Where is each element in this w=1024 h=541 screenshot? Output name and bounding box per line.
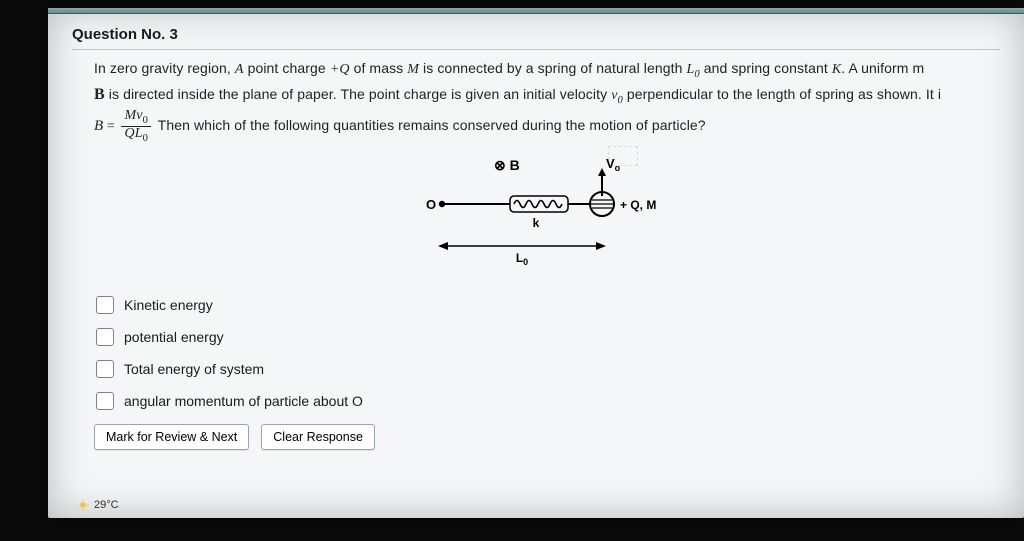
taskbar-weather: 29°C xyxy=(76,498,119,512)
q-line2-part-b: perpendicular to the length of spring as… xyxy=(623,86,941,102)
checkbox-icon[interactable] xyxy=(96,392,114,410)
question-text: In zero gravity region, A point charge +… xyxy=(72,54,1000,144)
q-line3-part-a: Then which of the following quantities r… xyxy=(154,117,706,133)
option-kinetic[interactable]: Kinetic energy xyxy=(96,296,1000,314)
option-label: angular momentum of particle about O xyxy=(124,393,363,409)
option-angular-momentum[interactable]: angular momentum of particle about O xyxy=(96,392,1000,410)
option-label: Total energy of system xyxy=(124,361,264,377)
diag-L0-arrow-left xyxy=(438,242,448,250)
sym-M: M xyxy=(407,62,419,77)
button-row: Mark for Review & Next Clear Response xyxy=(94,424,1000,450)
option-label: potential energy xyxy=(124,329,224,345)
frac-den-Q: Q xyxy=(124,126,134,141)
q-line1-part-e: and spring constant xyxy=(700,60,832,76)
checkbox-icon[interactable] xyxy=(96,360,114,378)
sym-L0: L0 xyxy=(687,62,700,77)
checkbox-icon[interactable] xyxy=(96,296,114,314)
window-topbar xyxy=(48,8,1024,14)
q-line1-part-d: is connected by a spring of natural leng… xyxy=(419,60,686,76)
eq-frac-den: QL0 xyxy=(121,127,150,144)
sym-K: K xyxy=(832,62,841,77)
mark-review-next-button[interactable]: Mark for Review & Next xyxy=(94,424,249,450)
eq-lhs: B xyxy=(94,118,103,134)
diag-spring-box xyxy=(510,196,568,212)
diag-velocity-arrow-head xyxy=(598,168,606,176)
taskbar-temp: 29°C xyxy=(94,499,119,511)
frac-num-sub: 0 xyxy=(143,115,148,126)
sym-v0: v0 xyxy=(611,88,623,103)
q-line1-part-a: In zero gravity region, xyxy=(94,60,235,76)
sym-A: A xyxy=(235,62,244,77)
sym-plusQ: +Q xyxy=(330,62,350,77)
diag-spring-coils xyxy=(514,200,562,207)
q-line1-part-c: of mass xyxy=(350,60,408,76)
weather-icon xyxy=(76,498,90,512)
q-line1-part-b: point charge xyxy=(244,60,330,76)
question-header: Question No. 3 xyxy=(72,26,1000,50)
checkbox-icon[interactable] xyxy=(96,328,114,346)
exam-screen: Question No. 3 In zero gravity region, A… xyxy=(48,8,1024,518)
diag-k-label: k xyxy=(533,216,540,230)
diagram-container: ⊗ B Vo O k + Q, M xyxy=(72,154,1000,274)
q-line1-part-f: . A uniform m xyxy=(841,60,924,76)
options-list: Kinetic energy potential energy Total en… xyxy=(96,296,1000,410)
clear-response-button[interactable]: Clear Response xyxy=(261,424,375,450)
eq-eq: = xyxy=(103,119,118,134)
option-potential[interactable]: potential energy xyxy=(96,328,1000,346)
option-total-energy[interactable]: Total energy of system xyxy=(96,360,1000,378)
option-label: Kinetic energy xyxy=(124,297,213,313)
eq-fraction: Mv0 QL0 xyxy=(121,109,150,144)
diag-B-symbol: ⊗ B xyxy=(494,157,520,173)
frac-den-sub: 0 xyxy=(143,133,148,144)
physics-diagram: ⊗ B Vo O k + Q, M xyxy=(406,154,666,274)
diag-Vo-label: Vo xyxy=(606,156,621,173)
diag-L0-label: L0 xyxy=(516,251,528,267)
frac-num-M: M xyxy=(124,108,136,123)
diag-QM-label: + Q, M xyxy=(620,198,656,212)
eq-frac-num: Mv0 xyxy=(121,109,150,127)
diag-point-O xyxy=(439,201,445,207)
diag-L0-arrow-right xyxy=(596,242,606,250)
sym-B-field: B xyxy=(94,86,105,103)
q-line2-part-a: is directed inside the plane of paper. T… xyxy=(105,86,611,102)
frac-den-L: L xyxy=(135,126,143,141)
diag-O-label: O xyxy=(426,197,436,212)
